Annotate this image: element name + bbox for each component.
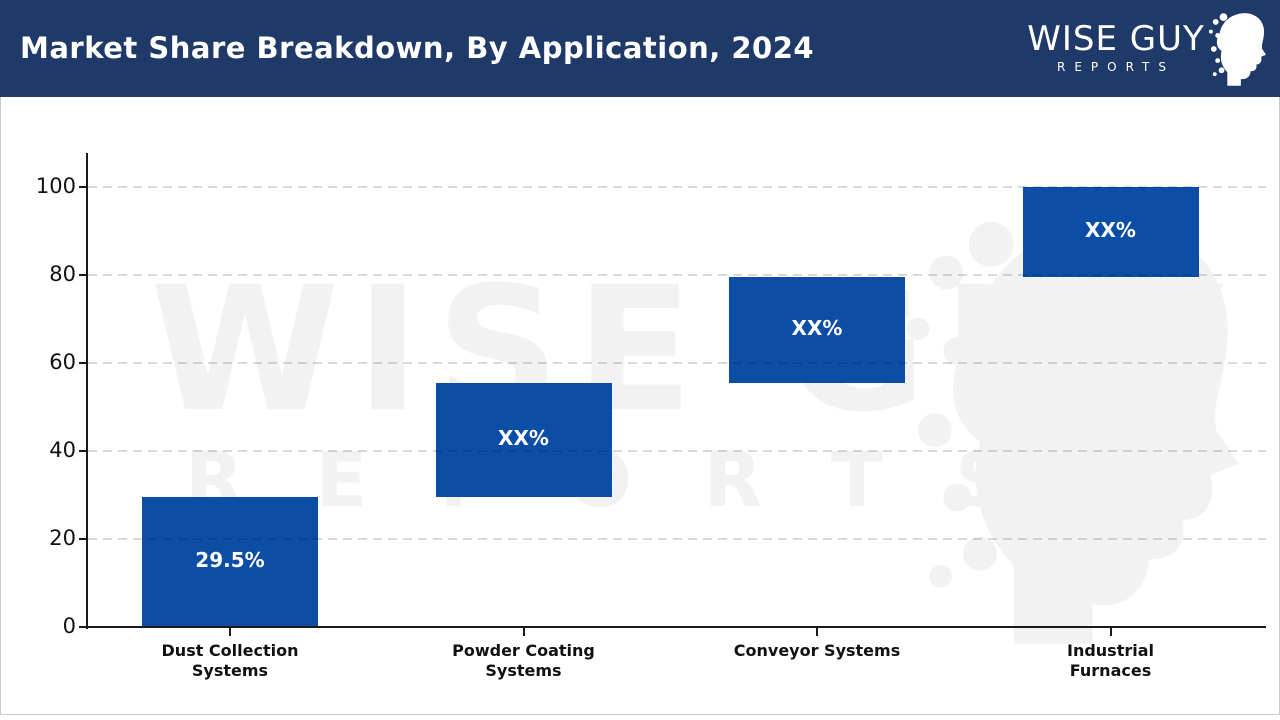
y-tickmark <box>79 186 86 188</box>
y-tick-label: 60 <box>49 350 76 374</box>
logo-name-text: WISE GUY <box>1027 19 1205 59</box>
y-tick-label: 40 <box>49 438 76 462</box>
x-category-label: Industrial Furnaces <box>1066 641 1154 680</box>
logo-head-icon <box>1208 13 1266 86</box>
wise-guy-logo: WISE GUY REPORTS <box>1026 10 1266 90</box>
y-tick-label: 80 <box>49 262 76 286</box>
y-tickmark <box>79 538 86 540</box>
gridline-y60 <box>88 362 1266 364</box>
y-tickmark <box>79 362 86 364</box>
y-tick-label: 100 <box>35 174 76 198</box>
bar-value-label: XX% <box>498 426 549 450</box>
x-tickmark <box>1109 628 1112 636</box>
y-tick-label: 20 <box>49 526 76 550</box>
bar-segment <box>142 497 318 627</box>
gridline-y20 <box>88 538 1266 540</box>
bar-value-label: 29.5% <box>195 548 265 573</box>
bar-segment <box>729 277 905 383</box>
x-category-label: Powder Coating Systems <box>452 641 595 680</box>
x-axis-line <box>86 626 1266 628</box>
logo-sub-text: REPORTS <box>1056 60 1175 74</box>
y-tickmark <box>79 274 86 276</box>
chart-title: Market Share Breakdown, By Application, … <box>20 31 815 65</box>
y-tick-label: 0 <box>62 614 76 638</box>
x-tickmark <box>229 628 231 636</box>
x-category-label: Dust Collection Systems <box>161 641 299 680</box>
x-tickmark <box>816 628 818 636</box>
bar-segment <box>435 382 612 498</box>
y-tickmark <box>79 450 86 452</box>
gridline-y100 <box>88 186 1266 188</box>
gridline-y80 <box>88 274 1266 276</box>
bar-value-label: XX% <box>791 316 843 340</box>
y-tickmark <box>79 626 86 628</box>
bar-value-label: XX% <box>1085 218 1136 243</box>
gridline-y40 <box>88 450 1266 452</box>
x-category-label: Conveyor Systems <box>733 641 901 660</box>
y-axis-line <box>86 153 88 629</box>
x-tickmark <box>522 628 525 636</box>
header-band: Market Share Breakdown, By Application, … <box>0 0 1280 97</box>
bar-segment <box>1022 187 1199 278</box>
watermark-head-icon <box>906 221 1239 644</box>
